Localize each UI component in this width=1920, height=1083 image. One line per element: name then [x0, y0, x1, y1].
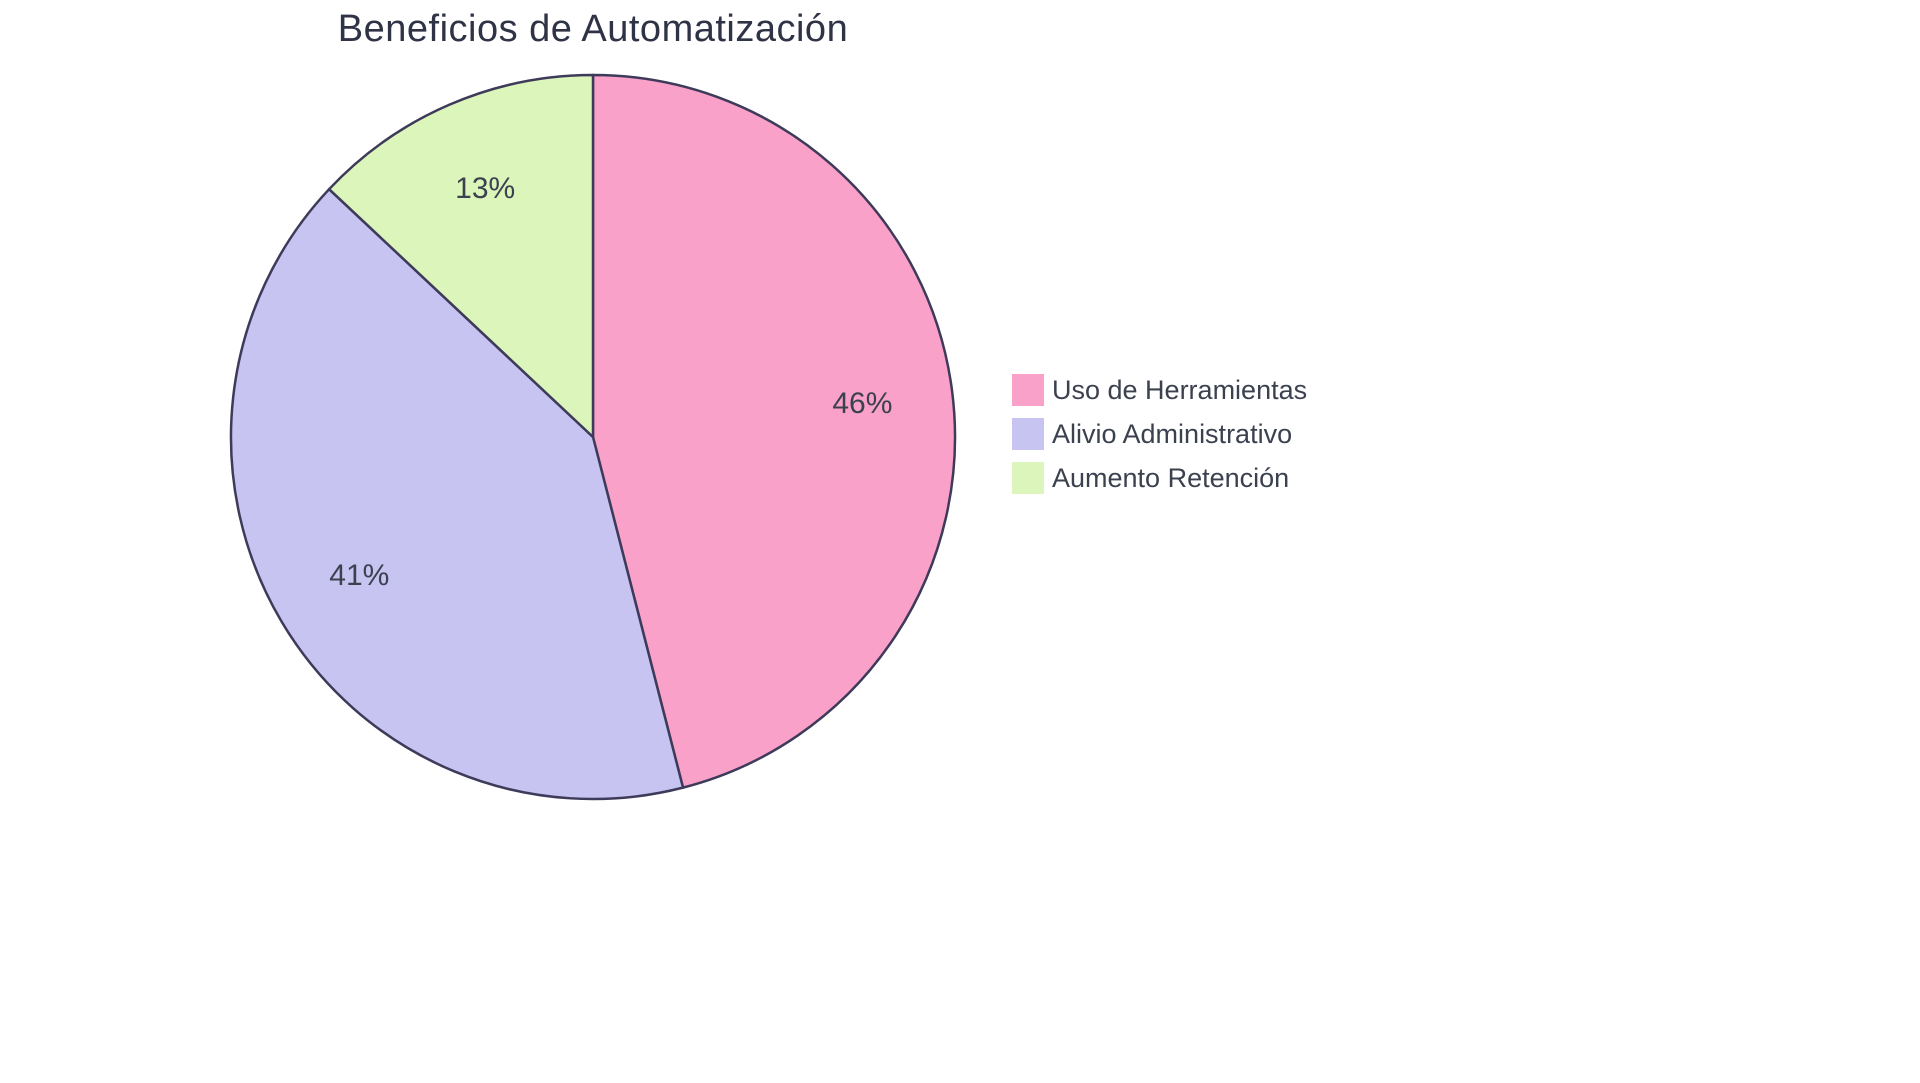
pie-slice-2 — [229, 187, 685, 801]
pie-slice-1 — [591, 73, 957, 789]
legend-label: Alivio Administrativo — [1052, 419, 1293, 449]
legend-swatch-alivio-administrativo — [1012, 418, 1044, 450]
pie-percent-label: 41% — [329, 559, 389, 592]
legend-item: Aumento Retención — [1012, 462, 1307, 494]
chart-title: Beneficios de Automatización — [337, 8, 849, 50]
legend-item: Uso de Herramientas — [1012, 374, 1307, 406]
pie-slice-3 — [327, 73, 595, 439]
legend-swatch-aumento-retencion — [1012, 462, 1044, 494]
legend-swatch-uso-de-herramientas — [1012, 374, 1044, 406]
legend-item: Alivio Administrativo — [1012, 418, 1307, 450]
legend-label: Uso de Herramientas — [1052, 375, 1308, 405]
legend: Uso de Herramientas Alivio Administrativ… — [1012, 374, 1307, 494]
pie-percent-label: 13% — [455, 172, 515, 205]
legend-label: Aumento Retención — [1052, 463, 1290, 493]
pie-percent-label: 46% — [832, 387, 892, 420]
